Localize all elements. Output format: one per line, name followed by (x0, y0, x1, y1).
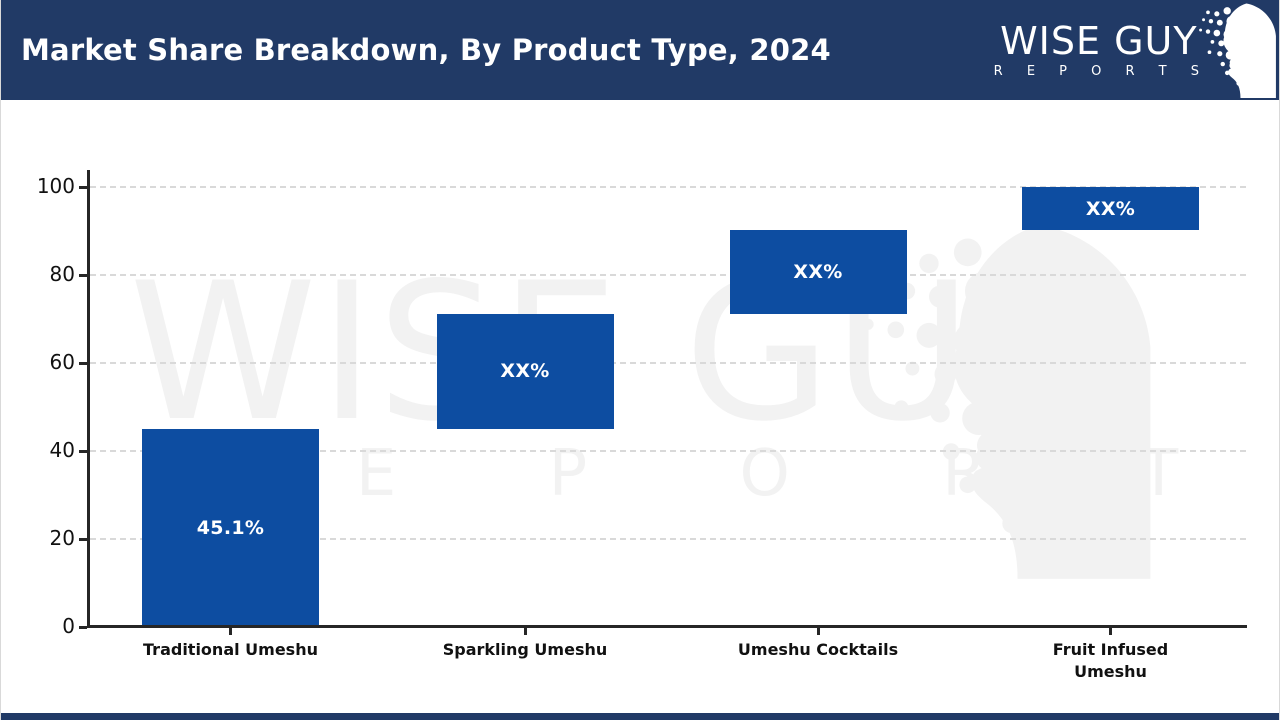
bar-value-label-1: 45.1% (196, 516, 265, 539)
x-tick-mark-3 (816, 628, 820, 635)
bar-value-label-2: XX% (500, 360, 550, 383)
brand-subtitle: R E P O R T S (993, 63, 1209, 79)
y-tick-mark-20 (79, 537, 87, 541)
y-tick-label-0: 0 (62, 614, 75, 638)
x-axis-line (87, 625, 1247, 628)
bar-3: XX% (729, 230, 907, 315)
x-tick-mark-4 (1109, 628, 1112, 635)
y-tick-label-60: 60 (49, 350, 75, 374)
y-tick-label-100: 100 (36, 174, 75, 198)
x-category-label-1: Traditional Umeshu (143, 640, 318, 659)
grid-line-80 (90, 274, 1246, 276)
y-tick-mark-0 (79, 625, 87, 629)
y-tick-label-20: 20 (49, 526, 75, 550)
chart-title: Market Share Breakdown, By Product Type,… (21, 33, 831, 67)
bar-value-label-3: XX% (793, 261, 843, 284)
header-bar: Market Share Breakdown, By Product Type,… (1, 0, 1279, 100)
grid-line-100 (90, 186, 1246, 188)
y-tick-mark-80 (79, 273, 87, 277)
y-tick-label-80: 80 (49, 262, 75, 286)
x-tick-mark-2 (523, 628, 527, 635)
bar-2: XX% (436, 314, 614, 429)
brand-logo: WISE GUY R E P O R T S (989, 0, 1279, 100)
bar-value-label-4: XX% (1085, 197, 1136, 220)
bar-1: 45.1% (142, 428, 319, 627)
x-category-label-4: Fruit Infused Umeshu (1052, 640, 1169, 681)
y-tick-label-40: 40 (49, 438, 75, 462)
brand-logo-text: WISE GUY R E P O R T S (989, 22, 1209, 79)
grid-line-60 (90, 362, 1246, 364)
grid-line-40 (90, 450, 1246, 452)
y-tick-mark-100 (79, 185, 87, 189)
grid-line-20 (90, 538, 1246, 540)
x-tick-mark-1 (229, 628, 232, 635)
x-category-label-2: Sparkling Umeshu (442, 640, 608, 659)
y-tick-mark-40 (79, 449, 87, 453)
brand-name: WISE GUY (1000, 18, 1198, 63)
bar-4: XX% (1022, 187, 1199, 231)
footer-bar (1, 713, 1279, 720)
y-tick-mark-60 (79, 361, 87, 365)
x-category-label-3: Umeshu Cocktails (737, 640, 899, 659)
y-axis-line (87, 170, 90, 627)
